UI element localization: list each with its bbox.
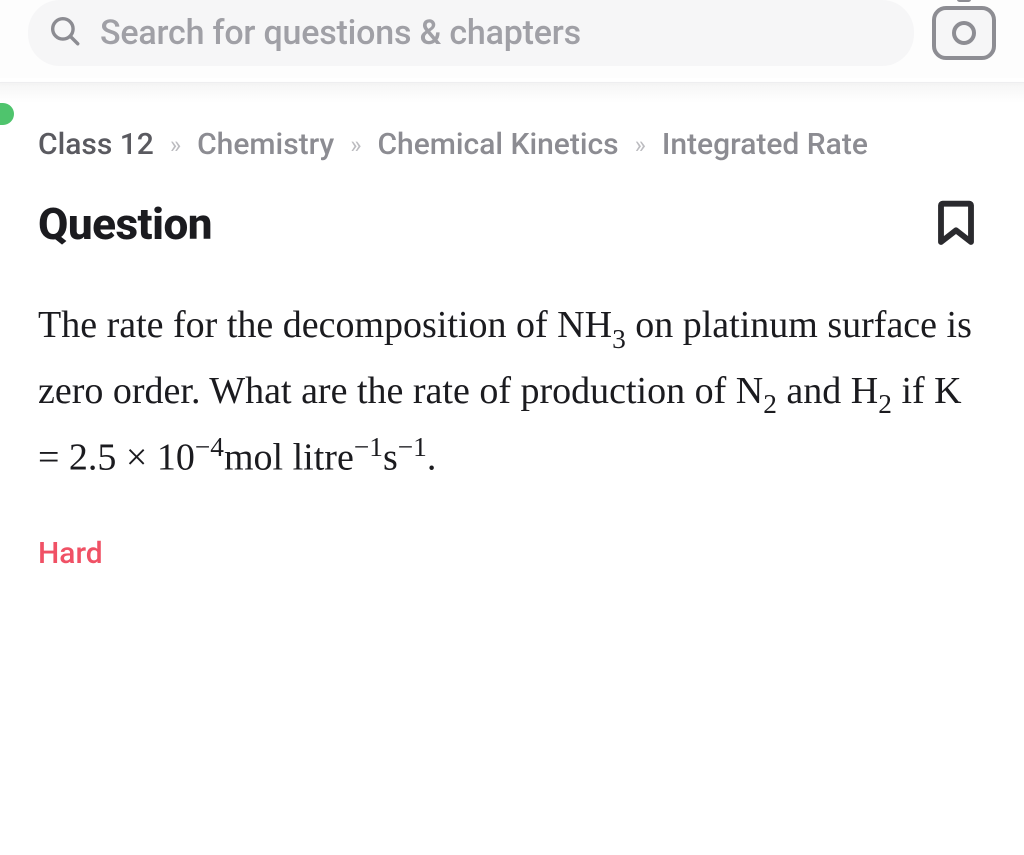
camera-icon	[952, 21, 976, 45]
formula-nh3: NH3	[557, 304, 626, 346]
question-text: The rate for the decomposition of	[38, 304, 557, 346]
formula-h2: H2	[851, 370, 892, 412]
camera-search-button[interactable]	[932, 6, 996, 60]
chevron-right-icon: »	[350, 131, 361, 159]
breadcrumb-item-chapter[interactable]: Chemical Kinetics	[377, 127, 618, 162]
question-text: .	[427, 437, 437, 479]
chevron-right-icon: »	[170, 131, 181, 159]
exponent: −4	[195, 432, 224, 462]
question-header: Question	[0, 170, 1024, 250]
search-bar: Search for questions & chapters	[0, 0, 1024, 78]
search-placeholder: Search for questions & chapters	[100, 13, 581, 53]
breadcrumb-item-topic[interactable]: Integrated Rate	[662, 127, 868, 162]
difficulty-badge: Hard	[0, 490, 1024, 571]
bookmark-icon[interactable]	[936, 198, 976, 250]
formula-n2: N2	[736, 370, 777, 412]
search-icon	[48, 14, 82, 52]
breadcrumb-item-subject[interactable]: Chemistry	[197, 127, 334, 162]
question-text: and	[777, 370, 851, 412]
question-body: The rate for the decomposition of NH3 on…	[0, 250, 1024, 490]
question-text: s	[383, 437, 398, 479]
shadow-band	[0, 83, 1024, 103]
question-heading: Question	[38, 198, 212, 250]
search-box[interactable]: Search for questions & chapters	[28, 0, 914, 66]
exponent: −1	[398, 432, 427, 462]
exponent: −1	[354, 432, 383, 462]
breadcrumb: Class 12 » Chemistry » Chemical Kinetics…	[0, 103, 1024, 170]
breadcrumb-item-class[interactable]: Class 12	[38, 127, 154, 162]
chevron-right-icon: »	[635, 131, 646, 159]
question-text: mol litre	[224, 437, 354, 479]
